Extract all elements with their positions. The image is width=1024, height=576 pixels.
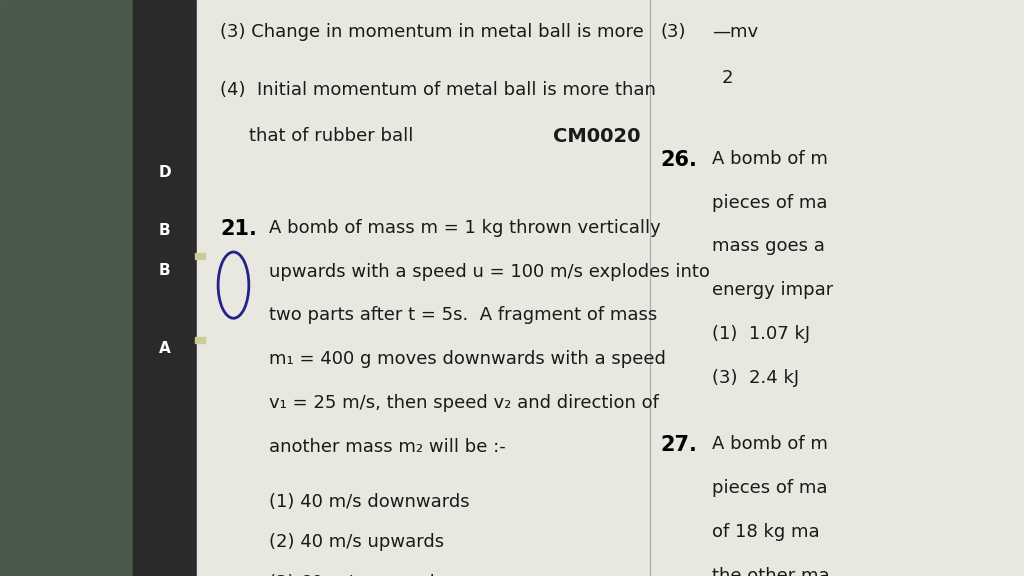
Text: B: B [159,223,171,238]
Bar [197,0,1024,576]
Bar [195,337,205,343]
Text: 2: 2 [722,69,733,87]
Text: the other ma: the other ma [712,567,829,576]
Text: upwards with a speed u = 100 m/s explodes into: upwards with a speed u = 100 m/s explode… [269,263,711,281]
Text: A bomb of m: A bomb of m [712,150,827,168]
Text: A: A [159,341,171,356]
Text: energy impar: energy impar [712,281,833,299]
Text: 27.: 27. [660,435,697,456]
Text: two parts after t = 5s.  A fragment of mass: two parts after t = 5s. A fragment of ma… [269,306,657,324]
Text: 21.: 21. [220,219,257,239]
Bar [133,0,197,576]
Text: D: D [159,165,171,180]
Text: (4)  Initial momentum of metal ball is more than: (4) Initial momentum of metal ball is mo… [220,81,656,98]
Text: of 18 kg ma: of 18 kg ma [712,523,819,541]
Text: B: B [159,263,171,278]
Text: v₁ = 25 m/s, then speed v₂ and direction of: v₁ = 25 m/s, then speed v₂ and direction… [269,394,659,412]
Text: mass goes a: mass goes a [712,237,824,255]
Text: 26.: 26. [660,150,697,170]
Text: —mv: —mv [712,23,758,41]
Text: (3) 60 m/s upwards: (3) 60 m/s upwards [269,574,444,576]
Text: another mass m₂ will be :-: another mass m₂ will be :- [269,438,506,456]
Text: A bomb of mass m = 1 kg thrown vertically: A bomb of mass m = 1 kg thrown verticall… [269,219,662,237]
Text: A bomb of m: A bomb of m [712,435,827,453]
Text: (3): (3) [660,23,686,41]
Text: pieces of ma: pieces of ma [712,194,827,211]
Text: (1) 40 m/s downwards: (1) 40 m/s downwards [269,493,470,511]
Text: (3)  2.4 kJ: (3) 2.4 kJ [712,369,799,386]
Text: (3) Change in momentum in metal ball is more: (3) Change in momentum in metal ball is … [220,23,644,41]
Text: (1)  1.07 kJ: (1) 1.07 kJ [712,325,810,343]
Bar [0,0,133,576]
Text: that of rubber ball: that of rubber ball [249,127,414,145]
Bar [195,253,205,259]
Text: pieces of ma: pieces of ma [712,479,827,497]
Text: (2) 40 m/s upwards: (2) 40 m/s upwards [269,533,444,551]
Text: m₁ = 400 g moves downwards with a speed: m₁ = 400 g moves downwards with a speed [269,350,667,368]
Text: CM0020: CM0020 [553,127,640,146]
